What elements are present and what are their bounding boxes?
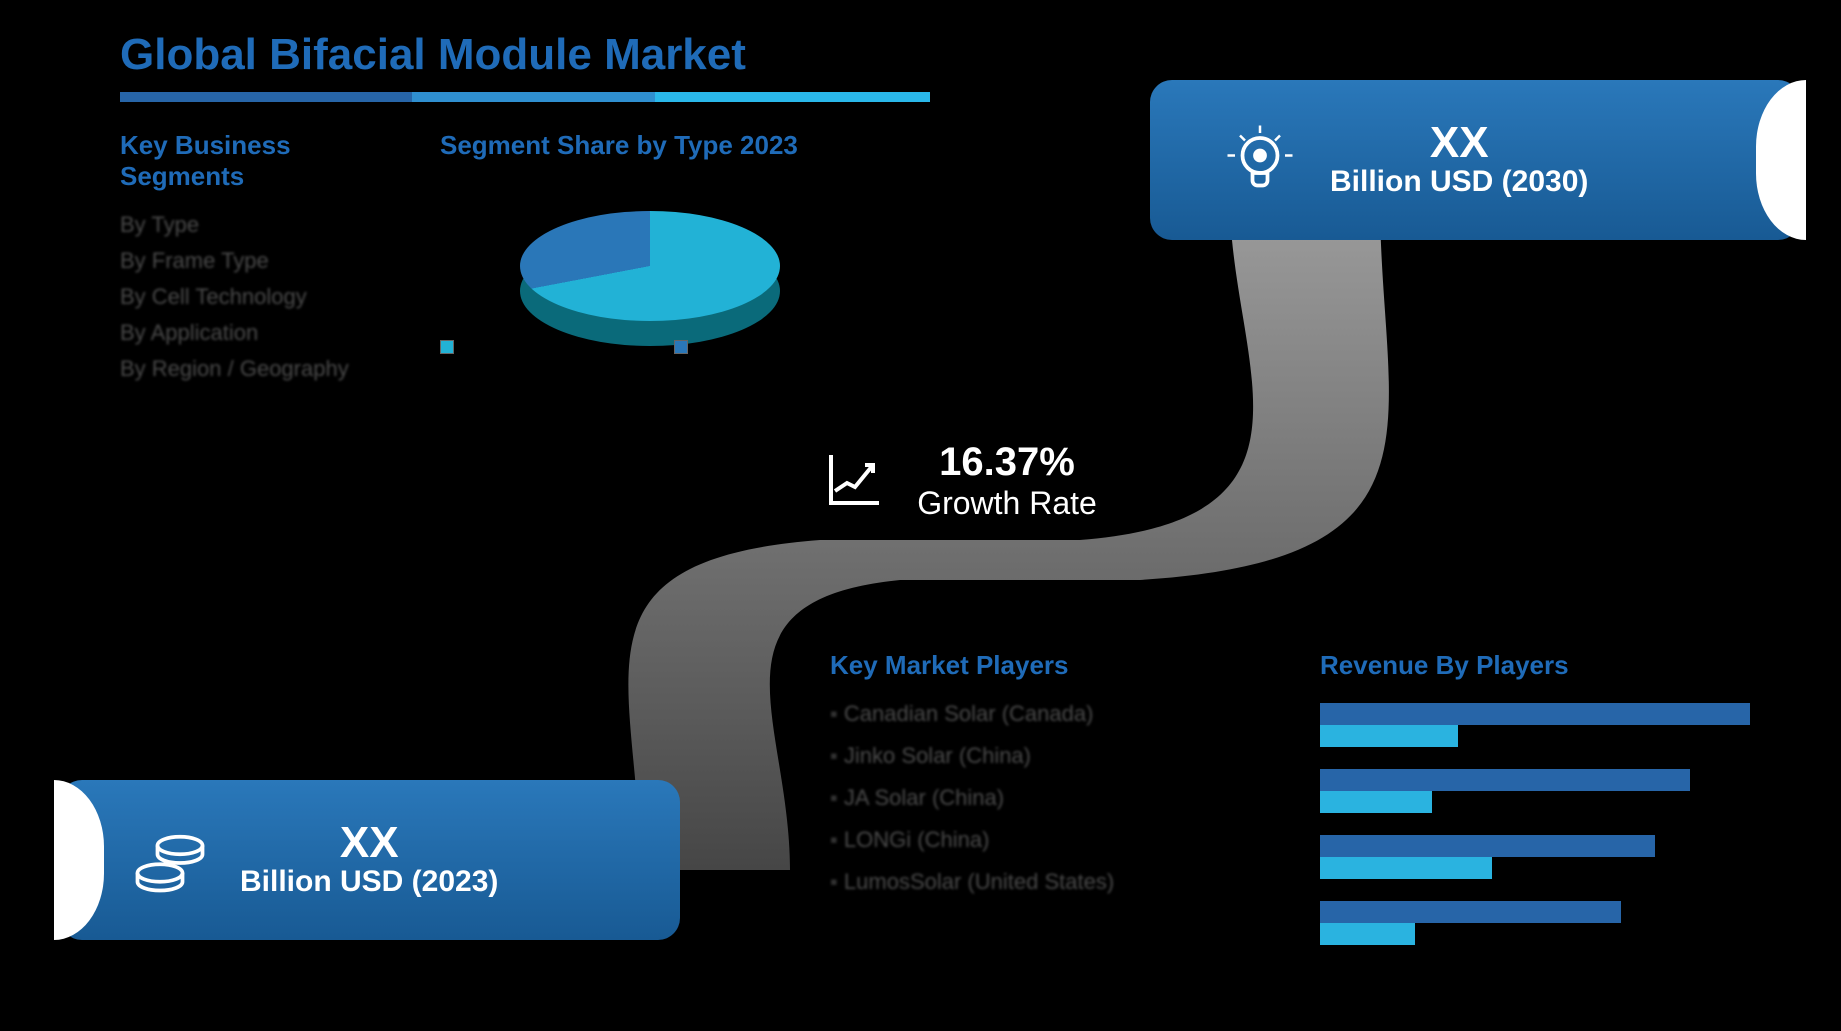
legend-item-1 xyxy=(440,340,454,354)
revenue-bar-secondary xyxy=(1320,791,1432,813)
badge-unit-year: Billion USD (2023) xyxy=(240,865,498,899)
player-item: LONGi (China) xyxy=(830,827,1250,853)
badge-text: XX Billion USD (2023) xyxy=(240,821,498,899)
legend-swatch xyxy=(674,340,688,354)
badge-value: XX xyxy=(1330,121,1588,165)
underline-seg-1 xyxy=(120,92,412,102)
market-size-end-badge: XX Billion USD (2030) xyxy=(1150,80,1800,240)
market-size-start-badge: XX Billion USD (2023) xyxy=(60,780,680,940)
growth-percent: 16.37% xyxy=(917,440,1097,485)
pie-top xyxy=(520,211,780,321)
players-heading: Key Market Players xyxy=(830,650,1250,681)
revenue-bar-row xyxy=(1320,901,1790,945)
revenue-bar-secondary xyxy=(1320,923,1415,945)
legend-item-2 xyxy=(674,340,688,354)
revenue-bar-primary xyxy=(1320,769,1690,791)
underline-seg-3 xyxy=(655,92,930,102)
coins-icon xyxy=(130,818,210,903)
growth-label: Growth Rate xyxy=(917,485,1097,522)
segments-list: By Type By Frame Type By Cell Technology… xyxy=(120,212,420,382)
revenue-bar-primary xyxy=(1320,703,1750,725)
revenue-bar-row xyxy=(1320,769,1790,813)
segment-item: By Frame Type xyxy=(120,248,420,274)
revenue-bar-secondary xyxy=(1320,857,1492,879)
player-item: Canadian Solar (Canada) xyxy=(830,701,1250,727)
badge-text: XX Billion USD (2030) xyxy=(1330,121,1588,199)
players-list: Canadian Solar (Canada) Jinko Solar (Chi… xyxy=(830,701,1250,895)
pie-legend xyxy=(440,340,688,354)
underline-seg-2 xyxy=(412,92,655,102)
segments-heading: Key Business Segments xyxy=(120,130,420,192)
revenue-bar-secondary xyxy=(1320,725,1458,747)
revenue-bar-primary xyxy=(1320,901,1621,923)
player-item: JA Solar (China) xyxy=(830,785,1250,811)
revenue-bar-row xyxy=(1320,703,1790,747)
segment-item: By Region / Geography xyxy=(120,356,420,382)
segment-item: By Application xyxy=(120,320,420,346)
segment-item: By Type xyxy=(120,212,420,238)
revenue-bars-heading: Revenue By Players xyxy=(1320,650,1790,681)
player-item: LumosSolar (United States) xyxy=(830,869,1250,895)
pie-block: Segment Share by Type 2023 xyxy=(440,130,860,181)
segment-item: By Cell Technology xyxy=(120,284,420,310)
pie-heading: Segment Share by Type 2023 xyxy=(440,130,860,161)
badge-notch xyxy=(1756,80,1806,240)
legend-swatch xyxy=(440,340,454,354)
players-block: Key Market Players Canadian Solar (Canad… xyxy=(830,650,1250,911)
badge-value: XX xyxy=(240,821,498,865)
player-item: Jinko Solar (China) xyxy=(830,743,1250,769)
revenue-bar-row xyxy=(1320,835,1790,879)
growth-rate-block: 16.37% Growth Rate xyxy=(720,440,1200,522)
revenue-bars-block: Revenue By Players xyxy=(1320,650,1790,967)
revenue-bars-chart xyxy=(1320,703,1790,945)
revenue-bar-primary xyxy=(1320,835,1655,857)
title-underline xyxy=(120,92,930,102)
segments-block: Key Business Segments By Type By Frame T… xyxy=(120,130,420,392)
growth-chart-icon xyxy=(823,447,887,516)
badge-unit-year: Billion USD (2030) xyxy=(1330,165,1588,199)
badge-notch xyxy=(54,780,104,940)
lightbulb-gear-icon xyxy=(1220,118,1300,203)
page-title: Global Bifacial Module Market xyxy=(120,30,746,80)
growth-text: 16.37% Growth Rate xyxy=(917,440,1097,522)
